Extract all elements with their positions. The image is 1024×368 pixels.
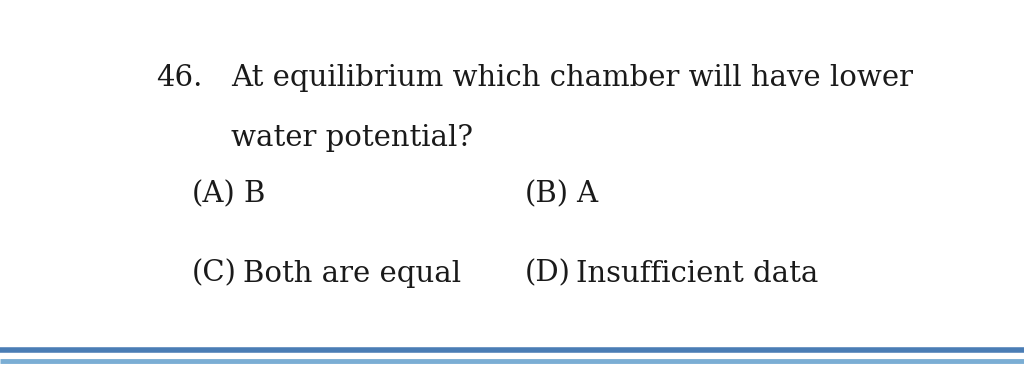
Text: 46.: 46. — [156, 64, 202, 92]
Text: (C): (C) — [191, 259, 237, 287]
Text: A: A — [577, 180, 598, 208]
Text: At equilibrium which chamber will have lower: At equilibrium which chamber will have l… — [231, 64, 913, 92]
Text: Insufficient data: Insufficient data — [577, 259, 819, 287]
Text: Both are equal: Both are equal — [243, 259, 461, 287]
Text: (D): (D) — [524, 259, 570, 287]
Text: (B): (B) — [524, 180, 568, 208]
Text: (A): (A) — [191, 180, 236, 208]
Text: water potential?: water potential? — [231, 124, 473, 152]
Text: B: B — [243, 180, 264, 208]
